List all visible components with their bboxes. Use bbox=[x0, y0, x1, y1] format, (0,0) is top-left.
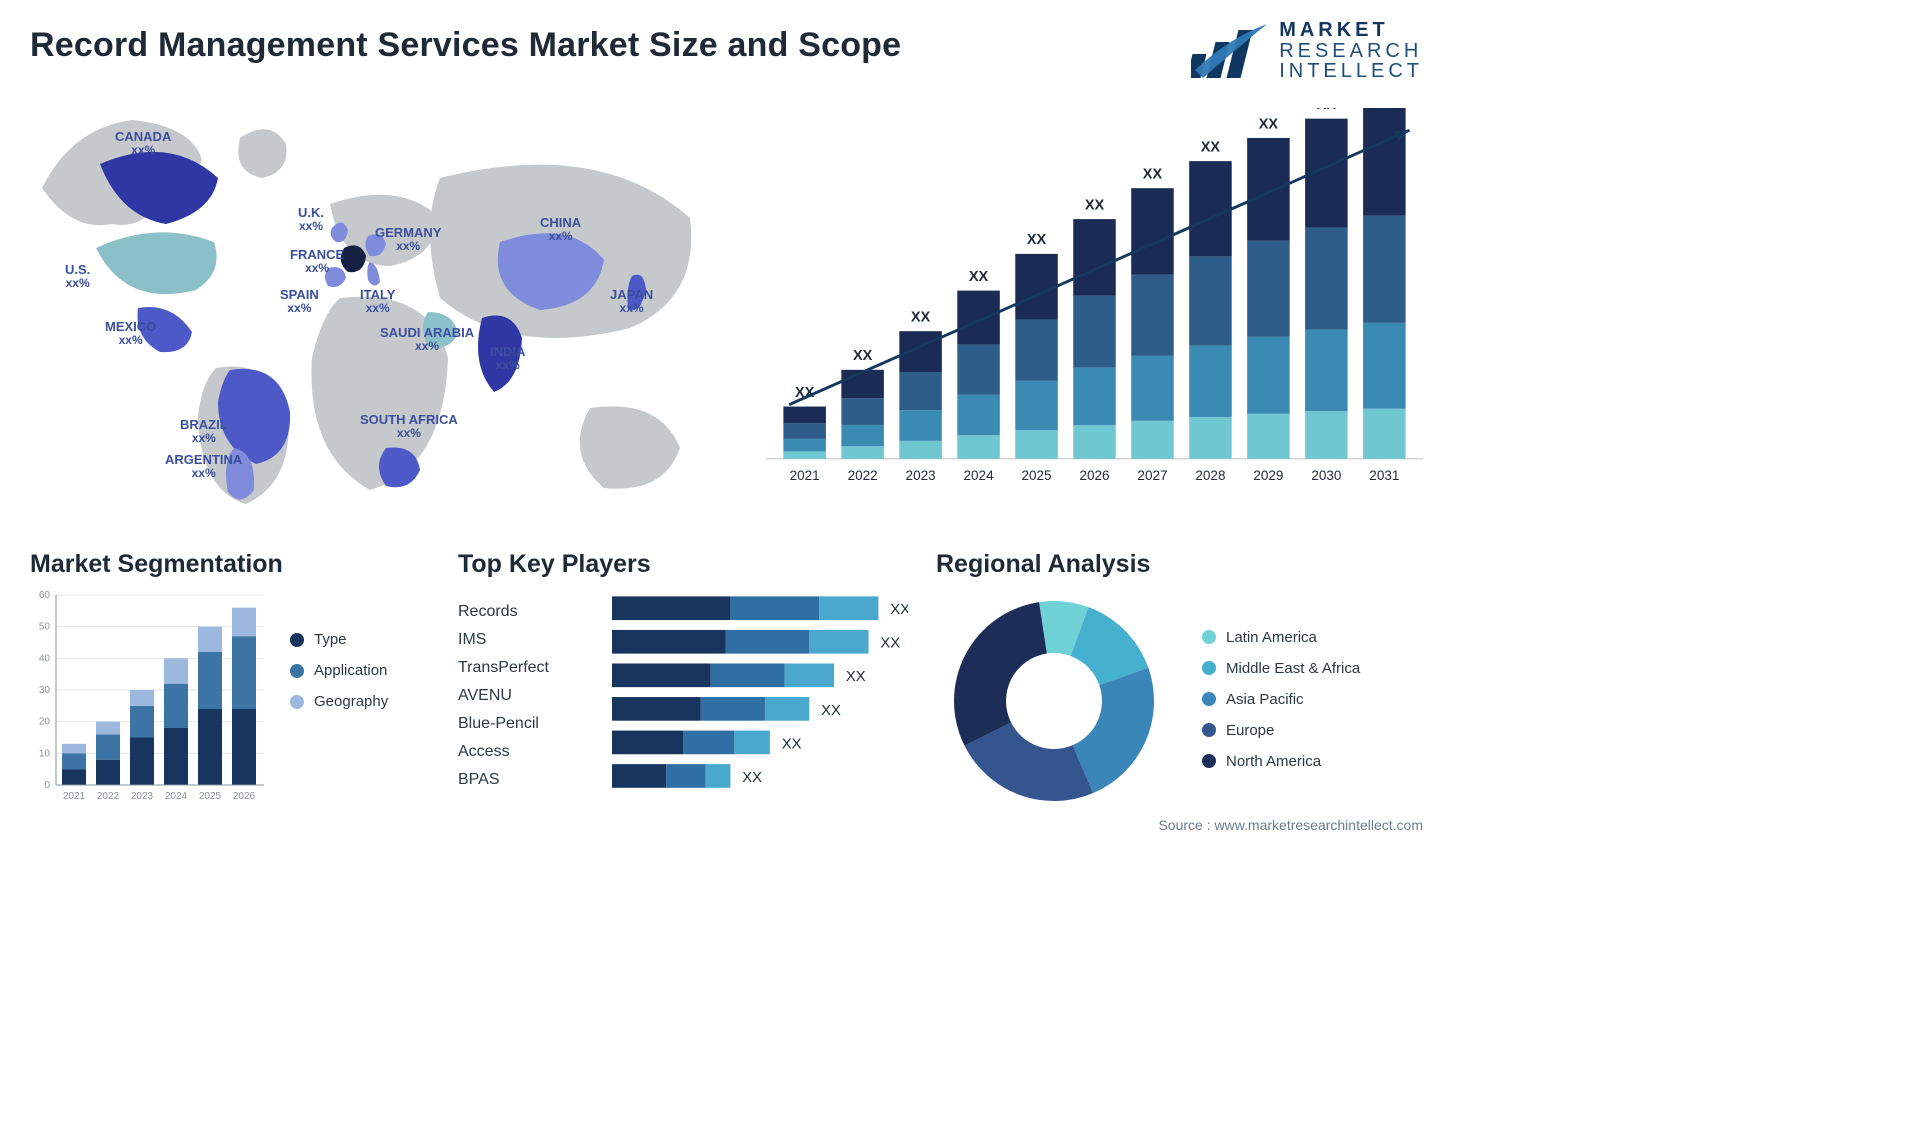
segmentation-legend: Type Application Geography bbox=[290, 617, 388, 724]
svg-text:XX: XX bbox=[853, 348, 873, 364]
region-europe: Europe bbox=[1202, 722, 1423, 739]
logo-line3: INTELLECT bbox=[1279, 61, 1423, 81]
regional-donut bbox=[936, 589, 1176, 809]
page-title: Record Management Services Market Size a… bbox=[30, 26, 901, 65]
players-chart: XX XX XX XX XX XX bbox=[612, 589, 908, 809]
svg-text:XX: XX bbox=[969, 269, 989, 285]
svg-text:XX: XX bbox=[911, 310, 931, 326]
svg-text:2023: 2023 bbox=[906, 468, 936, 483]
region-latinamerica: Latin America bbox=[1202, 629, 1423, 646]
svg-text:XX: XX bbox=[821, 703, 841, 719]
segmentation-title: Market Segmentation bbox=[30, 550, 430, 579]
svg-text:2021: 2021 bbox=[790, 468, 820, 483]
svg-text:0: 0 bbox=[44, 780, 50, 791]
region-asiapacific: Asia Pacific bbox=[1202, 691, 1423, 708]
player-avenu: AVENU bbox=[458, 687, 588, 705]
players-title: Top Key Players bbox=[458, 550, 908, 579]
svg-text:2025: 2025 bbox=[1021, 468, 1051, 483]
svg-text:40: 40 bbox=[39, 653, 51, 664]
svg-text:XX: XX bbox=[1027, 232, 1047, 248]
svg-text:2023: 2023 bbox=[131, 791, 154, 802]
svg-text:2029: 2029 bbox=[1253, 468, 1283, 483]
svg-text:XX: XX bbox=[1085, 197, 1105, 213]
svg-text:2025: 2025 bbox=[199, 791, 222, 802]
player-bpas: BPAS bbox=[458, 771, 588, 789]
world-map-svg bbox=[30, 108, 730, 508]
svg-text:60: 60 bbox=[39, 590, 51, 601]
svg-text:10: 10 bbox=[39, 748, 51, 759]
brand-logo: MARKET RESEARCH INTELLECT bbox=[1191, 20, 1423, 82]
svg-text:2024: 2024 bbox=[165, 791, 188, 802]
svg-text:XX: XX bbox=[1317, 108, 1337, 113]
player-transperfect: TransPerfect bbox=[458, 659, 588, 677]
svg-text:2030: 2030 bbox=[1311, 468, 1341, 483]
svg-text:XX: XX bbox=[1259, 116, 1279, 132]
logo-line1: MARKET bbox=[1279, 20, 1423, 40]
svg-text:XX: XX bbox=[782, 736, 802, 752]
seg-legend-geography: Geography bbox=[290, 693, 388, 710]
growth-chart-svg: XX 2021 XX 2022 XX 2023 XX 2024 XX 2025 XX 2026 XX 20… bbox=[766, 108, 1423, 508]
regional-legend: Latin America Middle East & Africa Asia Pa… bbox=[1202, 615, 1423, 784]
segmentation-panel: Market Segmentation 0 10 20 30 40 50 60 2021 202… bbox=[30, 550, 430, 809]
logo-line2: RESEARCH bbox=[1279, 41, 1423, 61]
player-access: Access bbox=[458, 743, 588, 761]
svg-text:2024: 2024 bbox=[964, 468, 995, 483]
svg-text:2028: 2028 bbox=[1195, 468, 1225, 483]
svg-text:50: 50 bbox=[39, 622, 51, 633]
svg-text:20: 20 bbox=[39, 717, 51, 728]
regional-title: Regional Analysis bbox=[936, 550, 1423, 579]
region-middleeastafrica: Middle East & Africa bbox=[1202, 660, 1423, 677]
player-records: Records bbox=[458, 603, 588, 621]
svg-text:XX: XX bbox=[890, 602, 908, 618]
svg-text:XX: XX bbox=[880, 636, 900, 652]
svg-text:XX: XX bbox=[846, 669, 866, 685]
svg-text:2027: 2027 bbox=[1137, 468, 1167, 483]
svg-text:30: 30 bbox=[39, 685, 51, 696]
regional-panel: Regional Analysis Latin America Middle Ea… bbox=[936, 550, 1423, 809]
growth-chart: XX 2021 XX 2022 XX 2023 XX 2024 XX 2025 XX 2026 XX 20… bbox=[766, 108, 1423, 508]
seg-legend-type: Type bbox=[290, 631, 388, 648]
svg-text:2021: 2021 bbox=[63, 791, 86, 802]
region-northamerica: North America bbox=[1202, 753, 1423, 770]
svg-text:2031: 2031 bbox=[1369, 468, 1399, 483]
logo-mark-icon bbox=[1191, 20, 1269, 82]
player-bluepencil: Blue-Pencil bbox=[458, 715, 588, 733]
svg-text:XX: XX bbox=[742, 770, 762, 786]
player-ims: IMS bbox=[458, 631, 588, 649]
svg-text:2022: 2022 bbox=[97, 791, 120, 802]
world-map: CANADAxx%U.S.xx%MEXICOxx%BRAZILxx%ARGENT… bbox=[30, 108, 730, 508]
svg-text:2022: 2022 bbox=[848, 468, 878, 483]
players-panel: Top Key Players Records IMS TransPerfect AV… bbox=[458, 550, 908, 809]
players-list: Records IMS TransPerfect AVENU Blue-Pencil Ac… bbox=[458, 589, 588, 799]
svg-text:2026: 2026 bbox=[1079, 468, 1109, 483]
segmentation-chart: 0 10 20 30 40 50 60 2021 2022 2023 2024 2025 2026 bbox=[30, 589, 268, 809]
svg-text:2026: 2026 bbox=[233, 791, 256, 802]
logo-text: MARKET RESEARCH INTELLECT bbox=[1279, 20, 1423, 81]
svg-text:XX: XX bbox=[1143, 167, 1163, 183]
svg-text:XX: XX bbox=[1201, 139, 1221, 155]
source-label: Source : www.marketresearchintellect.com bbox=[1158, 817, 1423, 833]
seg-legend-application: Application bbox=[290, 662, 388, 679]
